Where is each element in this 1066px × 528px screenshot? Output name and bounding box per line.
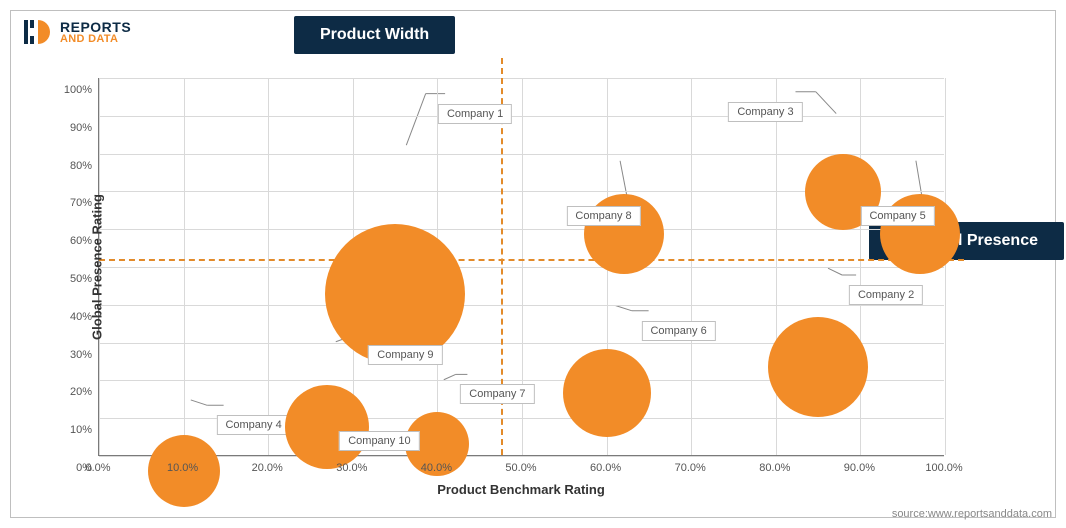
y-tick: 20% [48, 386, 92, 398]
gridline-h [99, 154, 944, 155]
gridline-v [691, 78, 692, 455]
y-tick: 80% [48, 160, 92, 172]
y-tick: 100% [48, 84, 92, 96]
gridline-h [99, 229, 944, 230]
gridline-v [860, 78, 861, 455]
x-tick: 30.0% [336, 462, 367, 474]
x-tick: 100.0% [925, 462, 962, 474]
x-tick: 60.0% [590, 462, 621, 474]
bubble-label-c8: Company 8 [566, 206, 640, 226]
plot-area: Company 1 Company 2 Company 3 Company 4 Comp… [98, 78, 944, 456]
x-tick: 80.0% [759, 462, 790, 474]
x-tick: 70.0% [675, 462, 706, 474]
bubble-label-c1: Company 1 [438, 104, 512, 124]
gridline-h [99, 267, 944, 268]
y-tick: 30% [48, 349, 92, 361]
gridline-h [99, 78, 944, 79]
bubble-label-c4: Company 4 [216, 415, 290, 435]
logo-mark-icon [20, 16, 54, 48]
gridline-v [945, 78, 946, 455]
x-tick: 40.0% [421, 462, 452, 474]
x-tick: 90.0% [844, 462, 875, 474]
logo: REPORTS AND DATA [20, 16, 131, 48]
y-tick: 90% [48, 122, 92, 134]
bubble-c1 [325, 224, 465, 364]
y-tick: 10% [48, 424, 92, 436]
y-tick: 50% [48, 273, 92, 285]
x-tick: 20.0% [252, 462, 283, 474]
gridline-h [99, 116, 944, 117]
x-tick: 10.0% [167, 462, 198, 474]
gridline-v [776, 78, 777, 455]
bubble-chart: Company 1 Company 2 Company 3 Company 4 Comp… [98, 78, 944, 456]
bubble-c10 [315, 423, 339, 447]
bubble-label-c3: Company 3 [728, 102, 802, 122]
logo-text-line2: AND DATA [60, 34, 131, 45]
y-tick: 40% [48, 311, 92, 323]
bubble-label-c7: Company 7 [460, 384, 534, 404]
bubble-label-c2: Company 2 [849, 285, 923, 305]
source-text: source:www.reportsanddata.com [892, 508, 1052, 520]
bubble-label-c10: Company 10 [339, 431, 419, 451]
y-tick: 70% [48, 197, 92, 209]
bubble-label-c6: Company 6 [641, 321, 715, 341]
bubble-c2 [768, 317, 868, 417]
bubble-c6 [563, 349, 651, 437]
quadrant-line-horizontal [99, 259, 964, 261]
y-tick: 60% [48, 235, 92, 247]
bubble-label-c5: Company 5 [860, 206, 934, 226]
x-axis-label: Product Benchmark Rating [437, 482, 605, 497]
y-tick: 0% [48, 462, 92, 474]
gridline-h [99, 456, 944, 457]
x-tick: 50.0% [505, 462, 536, 474]
banner-product-width: Product Width [294, 16, 455, 54]
bubble-label-c9: Company 9 [368, 345, 442, 365]
logo-text-line1: REPORTS [60, 20, 131, 34]
